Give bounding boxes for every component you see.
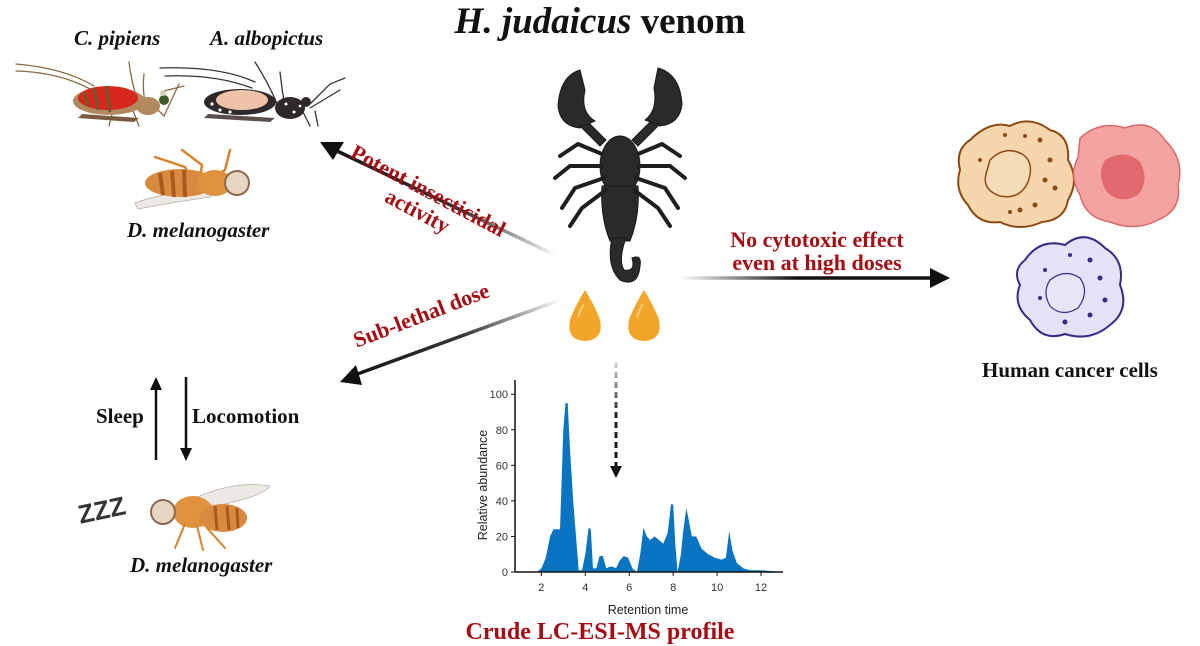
x-tick-label: 10 — [711, 582, 723, 594]
y-tick-label: 100 — [490, 389, 508, 401]
species-label-a-albopictus: A. albopictus — [210, 26, 324, 50]
y-tick-label: 40 — [496, 496, 508, 508]
x-axis-title: Retention time — [608, 603, 689, 617]
y-tick-label: 60 — [496, 460, 508, 472]
venom-drop-icon — [628, 290, 660, 341]
title-rest: venom — [631, 1, 746, 42]
y-tick-label: 80 — [496, 425, 508, 437]
x-tick-label: 2 — [538, 582, 544, 594]
fly-label-bottom: D. melanogaster — [130, 553, 273, 577]
dead-fly-icon — [134, 148, 250, 210]
mosquito-culex-icon — [15, 61, 185, 127]
venom-drop-icon — [569, 290, 601, 341]
x-tick-label: 4 — [582, 582, 588, 594]
y-tick-label: 0 — [502, 567, 508, 579]
sleeping-fly-icon — [150, 484, 271, 551]
chromatogram-area — [515, 403, 783, 572]
sleep-label: Sleep — [96, 404, 144, 428]
title-species: H. judaicus — [454, 1, 632, 42]
cancer-cells-icon — [957, 120, 1181, 338]
y-tick-label: 20 — [496, 531, 508, 543]
figure-title: H. judaicus venom — [0, 0, 1200, 44]
scorpion-icon — [553, 67, 687, 283]
sublethal-arrow — [351, 298, 561, 378]
insecticidal-arrow — [334, 148, 556, 257]
x-tick-label: 12 — [755, 582, 767, 594]
cancer-cells-label: Human cancer cells — [982, 358, 1158, 382]
arrows-layer — [150, 142, 950, 478]
y-axis-title: Relative abundance — [476, 430, 490, 541]
species-label-c-pipiens: C. pipiens — [74, 26, 161, 50]
locomotion-label: Locomotion — [192, 404, 300, 428]
chart-caption-cropped: Crude LC-ESI-MS profile — [465, 619, 735, 645]
x-tick-label: 8 — [670, 582, 676, 594]
mosquito-aedes-icon — [159, 61, 346, 127]
x-tick-label: 6 — [626, 582, 632, 594]
chromatogram-chart: 2 4 6 8 10 12 0 20 40 60 80 100 Retention time Rela… — [476, 380, 783, 617]
fly-label-top: D. melanogaster — [127, 218, 270, 242]
no-cytotoxic-label: No cytotoxic effect even at high doses — [730, 227, 904, 275]
